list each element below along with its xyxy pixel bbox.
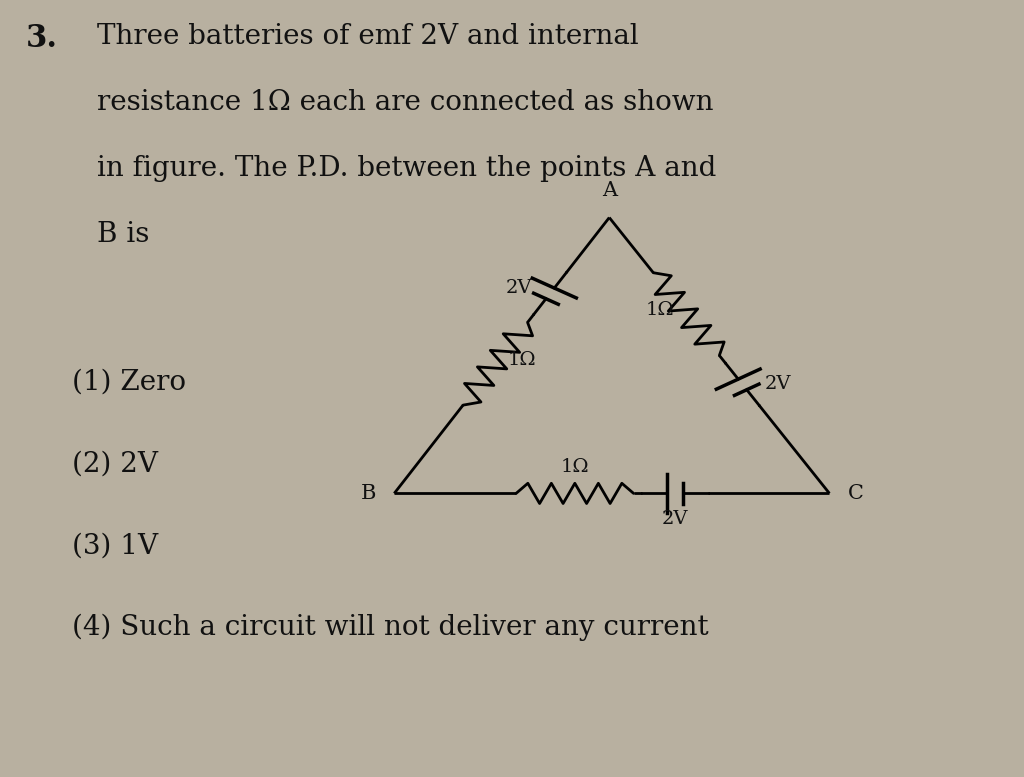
Text: Three batteries of emf 2V and internal: Three batteries of emf 2V and internal xyxy=(97,23,639,51)
Text: (2) 2V: (2) 2V xyxy=(72,451,158,478)
Text: A: A xyxy=(602,182,616,200)
Text: 2V: 2V xyxy=(505,279,531,297)
Text: 1Ω: 1Ω xyxy=(560,458,589,476)
Text: (1) Zero: (1) Zero xyxy=(72,369,185,396)
Text: 1Ω: 1Ω xyxy=(508,351,537,369)
Text: 3.: 3. xyxy=(26,23,57,54)
Text: 2V: 2V xyxy=(662,510,688,528)
Text: B is: B is xyxy=(97,221,150,249)
Text: in figure. The P.D. between the points A and: in figure. The P.D. between the points A… xyxy=(97,155,717,183)
Text: 1Ω: 1Ω xyxy=(645,301,674,319)
Text: resistance 1Ω each are connected as shown: resistance 1Ω each are connected as show… xyxy=(97,89,714,117)
Text: 2V: 2V xyxy=(765,375,792,393)
Text: (4) Such a circuit will not deliver any current: (4) Such a circuit will not deliver any … xyxy=(72,614,709,641)
Text: B: B xyxy=(360,484,376,503)
Text: (3) 1V: (3) 1V xyxy=(72,532,158,559)
Text: C: C xyxy=(848,484,864,503)
